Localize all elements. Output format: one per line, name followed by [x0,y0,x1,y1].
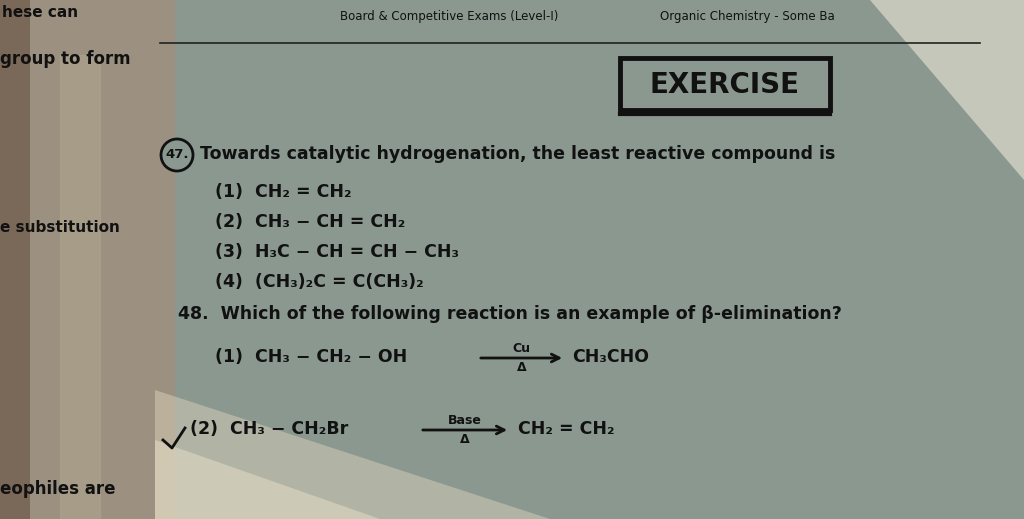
Polygon shape [870,0,1024,180]
Text: Cu: Cu [512,342,530,355]
Polygon shape [155,440,380,519]
Text: Δ: Δ [460,433,470,446]
Text: (1)  CH₂ = CH₂: (1) CH₂ = CH₂ [215,183,351,201]
Text: (1)  CH₃ − CH₂ − OH: (1) CH₃ − CH₂ − OH [215,348,408,366]
Text: group to form: group to form [0,50,131,68]
Bar [620,58,830,110]
Polygon shape [155,390,550,519]
Text: (2)  CH₃ − CH₂Br: (2) CH₃ − CH₂Br [190,420,348,438]
Text: CH₂ = CH₂: CH₂ = CH₂ [518,420,614,438]
Text: Towards catalytic hydrogenation, the least reactive compound is: Towards catalytic hydrogenation, the lea… [200,145,836,163]
Text: (4)  (CH₃)₂C = C(CH₃)₂: (4) (CH₃)₂C = C(CH₃)₂ [215,273,424,291]
Text: e substitution: e substitution [0,220,120,235]
FancyBboxPatch shape [0,0,30,519]
Text: hese can: hese can [2,5,78,20]
Text: (3)  H₃C − CH = CH − CH₃: (3) H₃C − CH = CH − CH₃ [215,243,459,261]
Text: EXERCISE: EXERCISE [650,71,800,99]
Circle shape [161,139,193,171]
Text: Organic Chemistry - Some Ba: Organic Chemistry - Some Ba [660,10,835,23]
Text: CH₃CHO: CH₃CHO [572,348,649,366]
Text: 48.  Which of the following reaction is an example of β-elimination?: 48. Which of the following reaction is a… [178,305,842,323]
Text: Board & Competitive Exams (Level-I): Board & Competitive Exams (Level-I) [340,10,558,23]
FancyBboxPatch shape [0,0,175,519]
Text: Base: Base [449,414,482,427]
Text: Δ: Δ [517,361,526,374]
Text: 47.: 47. [165,148,188,161]
Text: eophiles are: eophiles are [0,480,116,498]
Text: (2)  CH₃ − CH = CH₂: (2) CH₃ − CH = CH₂ [215,213,406,231]
